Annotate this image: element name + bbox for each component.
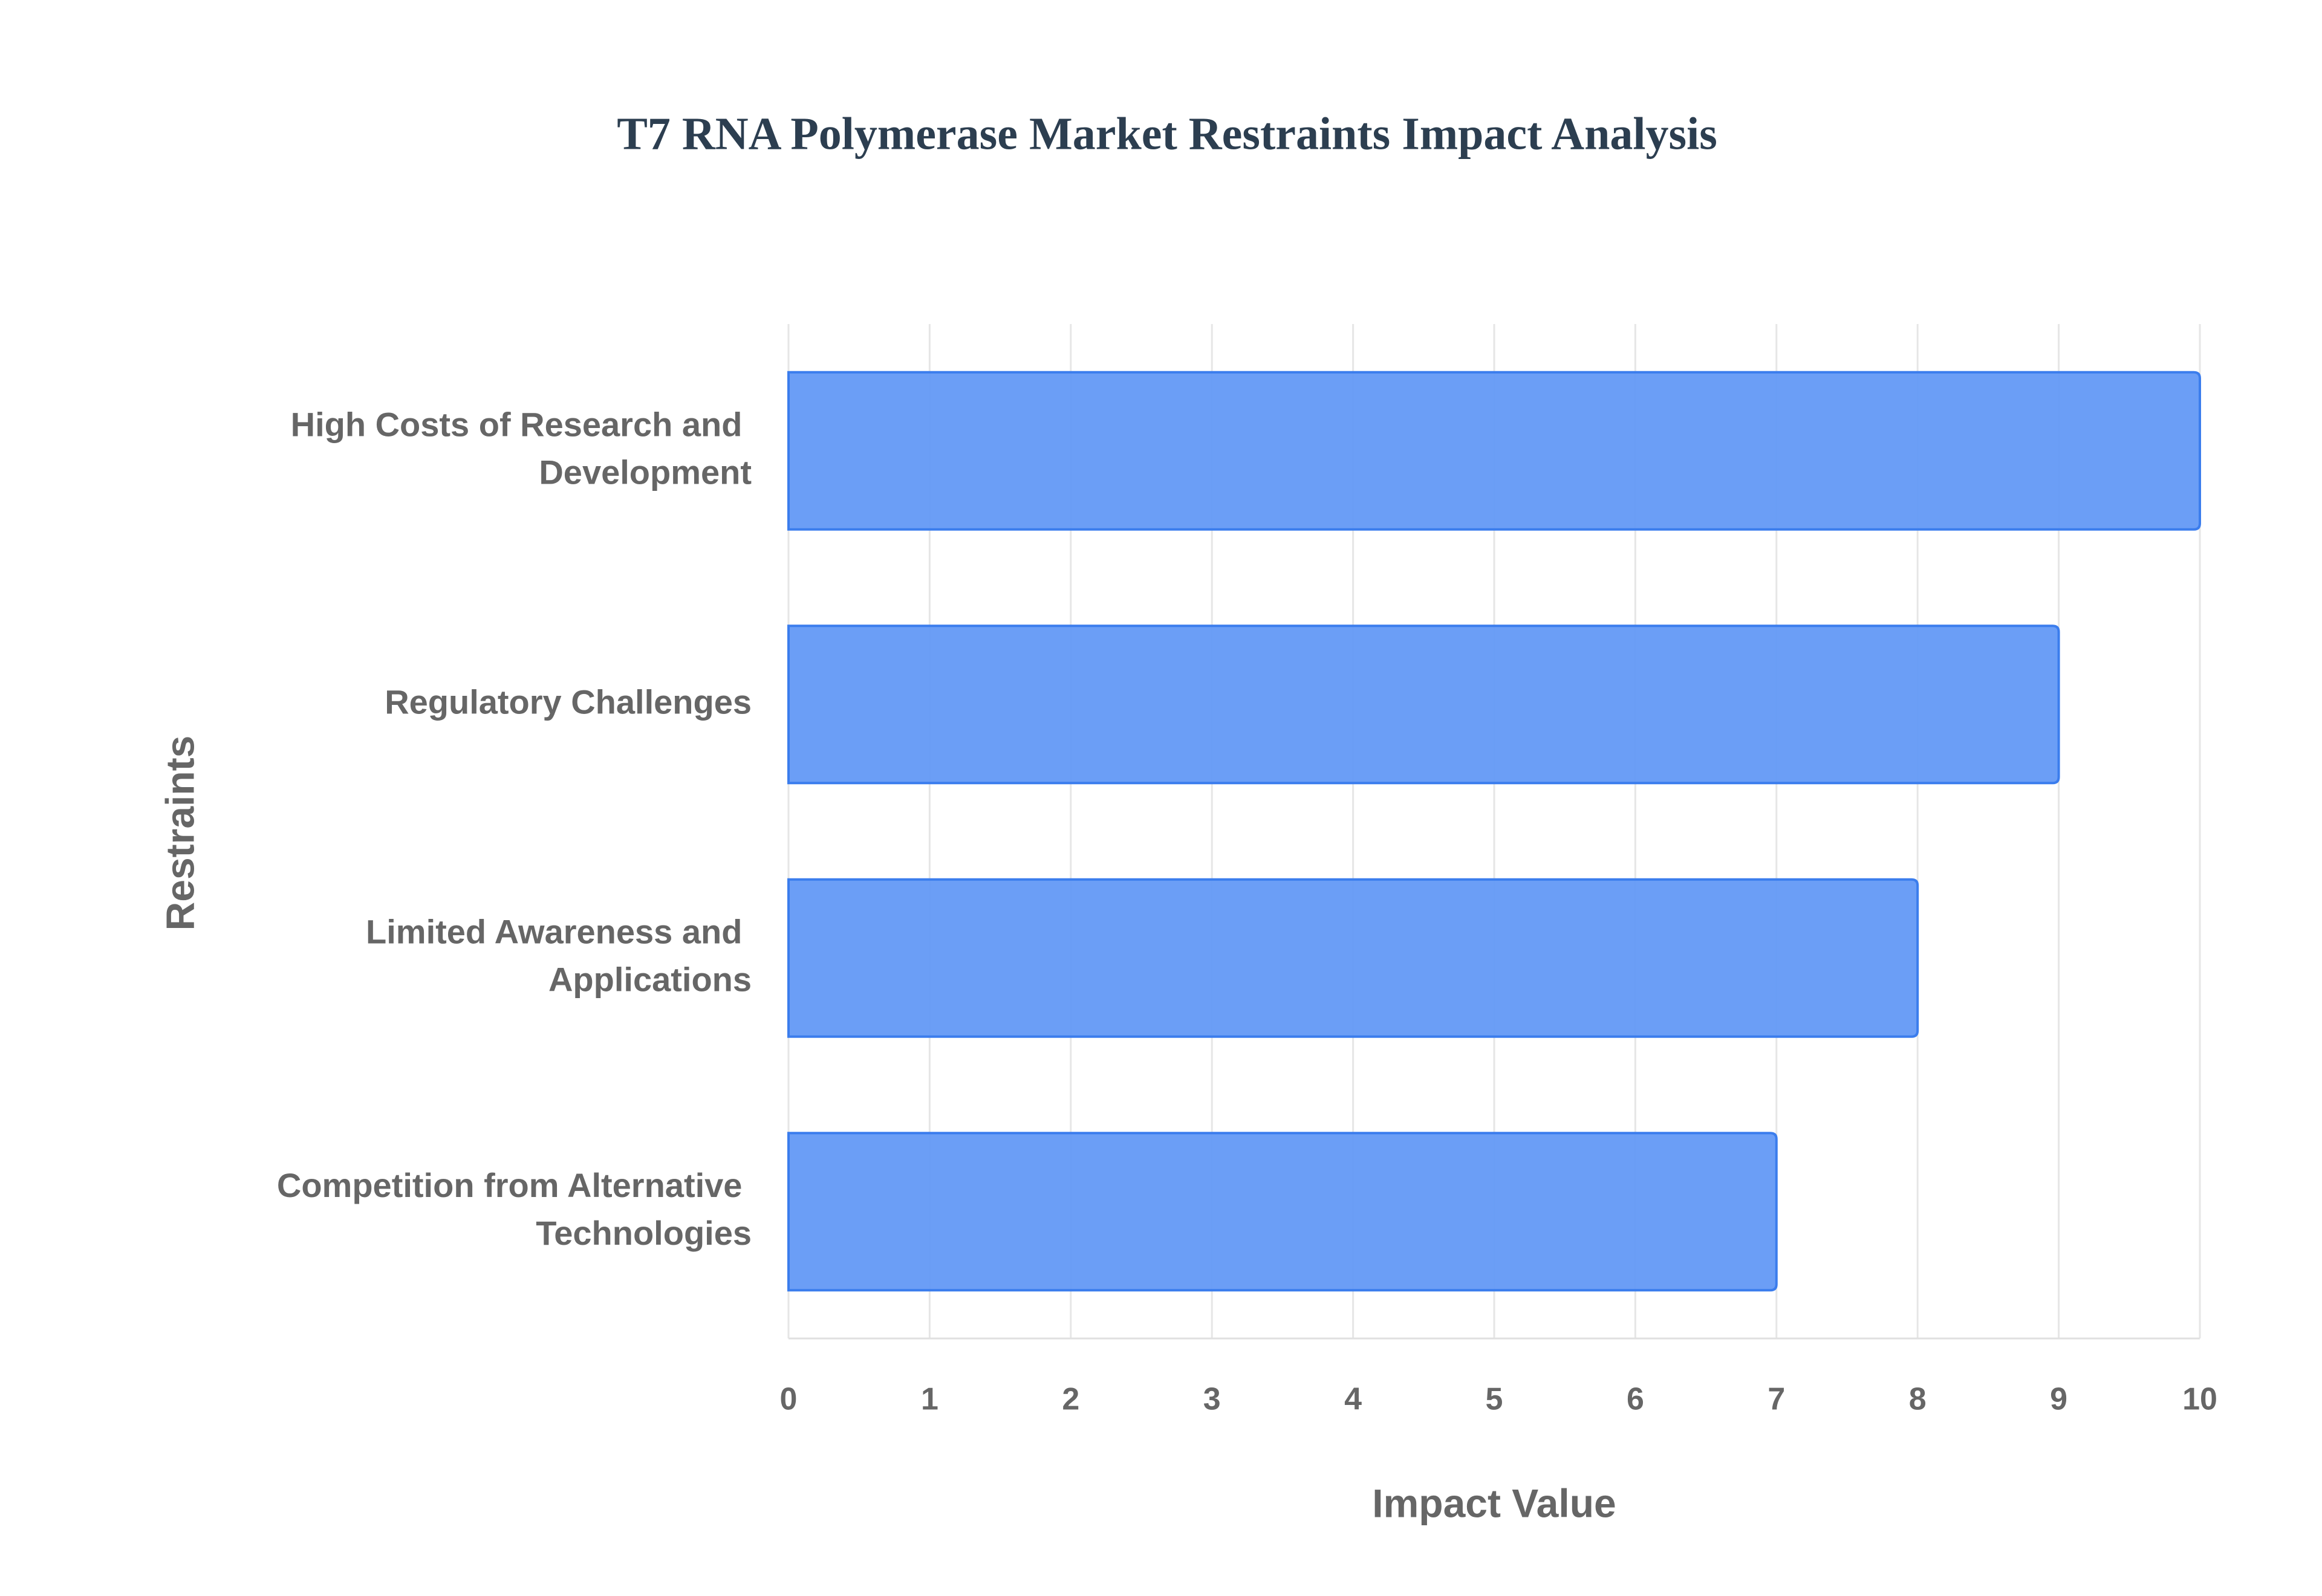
x-tick-label: 8 <box>1909 1382 1927 1417</box>
bar <box>787 878 1919 1038</box>
y-tick-label: Regulatory Challenges <box>385 683 752 721</box>
x-tick-label: 5 <box>1486 1382 1503 1417</box>
y-tick-label: Competition from Alternative Technologie… <box>277 1166 752 1252</box>
x-tick-label: 4 <box>1344 1382 1362 1417</box>
x-tick-label: 3 <box>1203 1382 1221 1417</box>
y-tick-label: High Costs of Research and Development <box>291 405 752 491</box>
x-tick-label: 10 <box>2182 1382 2217 1417</box>
y-tick-label: Limited Awareness and Applications <box>366 912 752 998</box>
x-axis-title: Impact Value <box>1372 1481 1616 1525</box>
bar <box>787 371 2201 531</box>
x-tick-label: 1 <box>921 1382 938 1417</box>
x-tick-label: 7 <box>1768 1382 1785 1417</box>
bar <box>787 1132 1778 1292</box>
x-tick-label: 2 <box>1062 1382 1079 1417</box>
x-tick-label: 0 <box>780 1382 798 1417</box>
bar <box>787 624 2060 785</box>
x-tick-label: 6 <box>1627 1382 1644 1417</box>
chart-title: T7 RNA Polymerase Market Restraints Impa… <box>617 108 1717 159</box>
x-tick-label: 9 <box>2050 1382 2067 1417</box>
y-axis-title: Restraints <box>157 736 202 931</box>
